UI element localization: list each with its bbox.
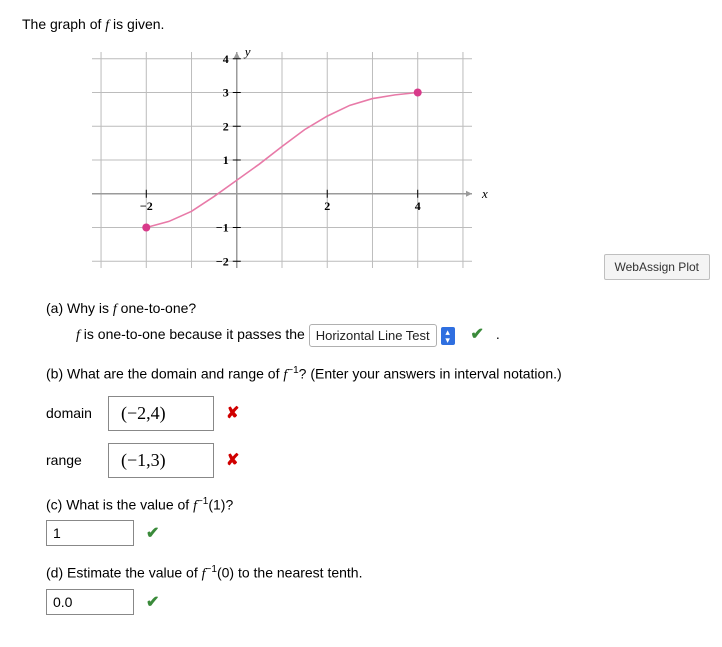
svg-text:−1: −1 — [216, 221, 229, 235]
svg-text:2: 2 — [223, 119, 229, 133]
qa-sentence: f is one-to-one because it passes the Ho… — [76, 324, 716, 347]
range-input[interactable]: (−1,3) — [108, 443, 214, 478]
line-test-select[interactable]: Horizontal Line Test — [309, 324, 437, 347]
webassign-plot-button[interactable]: WebAssign Plot — [604, 254, 711, 280]
qb-range-row: range (−1,3) ✘ — [46, 443, 716, 478]
svg-text:4: 4 — [223, 52, 229, 66]
qa-label: (a) Why is f one-to-one? — [46, 300, 716, 318]
svg-text:x: x — [481, 186, 488, 201]
svg-text:3: 3 — [223, 86, 229, 100]
select-arrows-icon[interactable]: ▴▾ — [441, 327, 455, 345]
question-c: (c) What is the value of f−1(1)? 1 ✔ — [46, 496, 716, 547]
qd-mark-icon: ✔ — [146, 592, 159, 612]
qd-label: (d) Estimate the value of f−1(0) to the … — [46, 564, 716, 583]
qc-mark-icon: ✔ — [146, 523, 159, 543]
svg-text:1: 1 — [223, 153, 229, 167]
svg-text:4: 4 — [415, 199, 421, 213]
domain-label: domain — [46, 405, 108, 421]
domain-input[interactable]: (−2,4) — [108, 396, 214, 431]
intro-pre: The graph of — [22, 16, 105, 32]
qa-mark-icon: ✔ — [471, 326, 484, 343]
svg-text:y: y — [243, 44, 251, 59]
graph-svg: −2 2 4 1 2 3 4 −1 −2 x y — [82, 44, 502, 282]
qc-input[interactable]: 1 — [46, 520, 134, 546]
svg-text:−2: −2 — [216, 254, 229, 268]
question-d: (d) Estimate the value of f−1(0) to the … — [46, 564, 716, 615]
plot-container: −2 2 4 1 2 3 4 −1 −2 x y WebAssign Plot — [82, 44, 716, 282]
domain-mark-icon: ✘ — [226, 403, 239, 423]
qd-answer-row: 0.0 ✔ — [46, 589, 716, 615]
intro-text: The graph of f is given. — [22, 16, 716, 34]
qd-input[interactable]: 0.0 — [46, 589, 134, 615]
qc-label: (c) What is the value of f−1(1)? — [46, 496, 716, 515]
qb-label: (b) What are the domain and range of f−1… — [46, 365, 716, 384]
qb-domain-row: domain (−2,4) ✘ — [46, 396, 716, 431]
question-b: (b) What are the domain and range of f−1… — [46, 365, 716, 478]
range-label: range — [46, 452, 108, 468]
intro-post: is given. — [109, 16, 164, 32]
qc-answer-row: 1 ✔ — [46, 520, 716, 546]
question-a: (a) Why is f one-to-one? f is one-to-one… — [46, 300, 716, 347]
range-mark-icon: ✘ — [226, 450, 239, 470]
svg-text:−2: −2 — [140, 199, 153, 213]
svg-text:2: 2 — [324, 199, 330, 213]
